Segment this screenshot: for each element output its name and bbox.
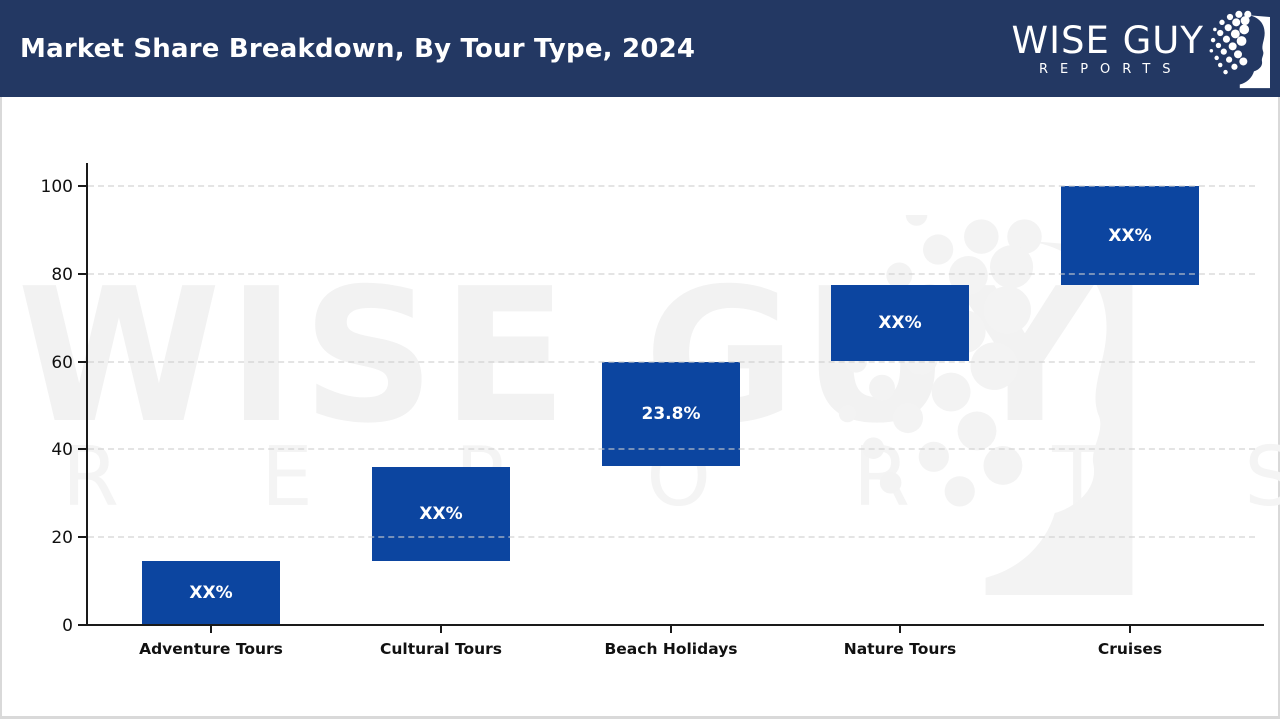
- y-tick-mark: [78, 272, 86, 275]
- y-tick-mark: [78, 624, 86, 626]
- y-tick-label: 0: [62, 616, 73, 636]
- bar-cultural-tours: XX%: [372, 466, 510, 561]
- x-tick-mark: [440, 625, 442, 633]
- bar-value-label: 23.8%: [641, 403, 701, 424]
- grid-line: [88, 185, 1255, 187]
- wise-guy-logo: WISE GUY REPORTS: [1012, 4, 1270, 94]
- bar-adventure-tours: XX%: [142, 560, 280, 625]
- bar-nature-tours: XX%: [831, 285, 969, 362]
- x-tick-mark: [899, 625, 901, 633]
- x-tick-mark: [210, 625, 212, 633]
- bar-value-label: XX%: [878, 313, 922, 334]
- bar-value-label: XX%: [189, 582, 233, 603]
- y-tick-mark: [78, 360, 86, 363]
- y-tick-mark: [78, 185, 86, 187]
- logo-wordmark: WISE GUY: [1011, 18, 1204, 62]
- dotted-head-profile-icon: [1209, 10, 1270, 89]
- y-tick-mark: [78, 536, 86, 539]
- y-tick-label: 40: [51, 440, 73, 461]
- y-axis-line: [86, 163, 88, 625]
- page-title: Market Share Breakdown, By Tour Type, 20…: [20, 33, 696, 64]
- bar-cruises: XX%: [1061, 186, 1199, 286]
- bar-beach-holidays: 23.8%: [602, 361, 740, 467]
- x-category-label: Cruises: [1097, 640, 1163, 658]
- x-category-label: Cultural Tours: [379, 640, 503, 658]
- grid-line: [88, 448, 1255, 451]
- logo-text: WISE GUY REPORTS: [1011, 18, 1204, 77]
- y-tick-label: 60: [51, 352, 73, 373]
- grid-line: [88, 536, 1255, 539]
- grid-line: [88, 272, 1255, 275]
- bar-value-label: XX%: [419, 503, 463, 524]
- x-tick-mark: [670, 625, 672, 633]
- y-tick-label: 80: [51, 264, 73, 285]
- x-tick-mark: [1129, 625, 1131, 633]
- header-bar: Market Share Breakdown, By Tour Type, 20…: [0, 0, 1280, 97]
- x-category-label: Beach Holidays: [604, 640, 738, 658]
- bar-value-label: XX%: [1108, 225, 1152, 246]
- logo-subtitle: REPORTS: [1038, 61, 1183, 77]
- y-tick-label: 20: [51, 528, 73, 549]
- y-tick-label: 100: [40, 177, 73, 197]
- x-axis-line: [86, 624, 1264, 626]
- y-tick-mark: [78, 448, 86, 451]
- x-category-label: Adventure Tours: [139, 640, 283, 658]
- grid-line: [88, 360, 1255, 363]
- plot-area: 0 20 40 60 80 100 XX% XX% 23.8% XX% XX% Adventure T…: [41, 177, 1255, 658]
- x-category-label: Nature Tours: [843, 640, 957, 658]
